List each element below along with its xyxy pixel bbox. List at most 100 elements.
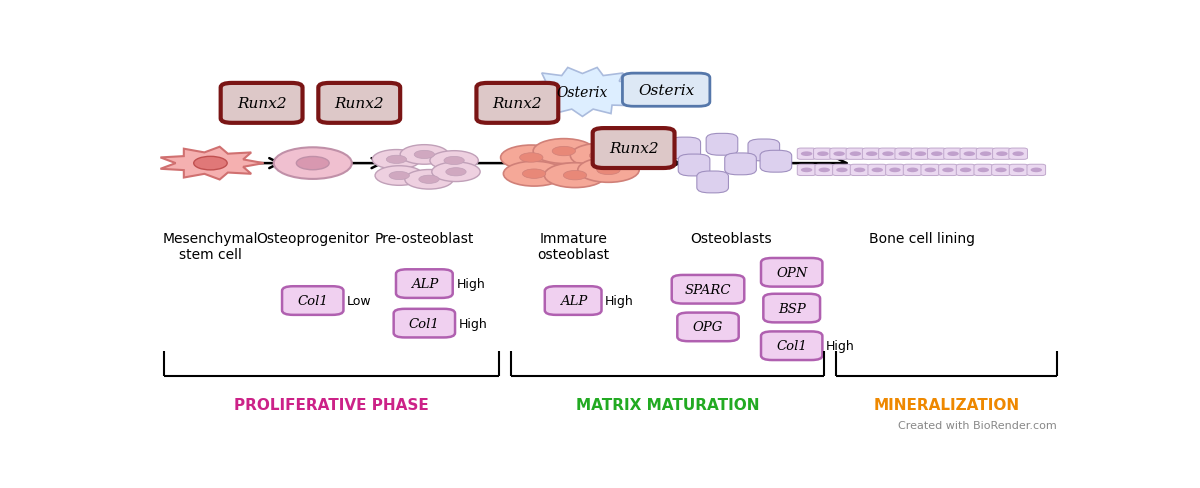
FancyBboxPatch shape xyxy=(815,165,834,176)
Text: Low: Low xyxy=(347,294,372,307)
Circle shape xyxy=(1013,168,1025,173)
FancyBboxPatch shape xyxy=(763,294,820,323)
Circle shape xyxy=(889,168,901,173)
Circle shape xyxy=(931,152,942,157)
FancyBboxPatch shape xyxy=(1027,165,1045,176)
FancyBboxPatch shape xyxy=(911,149,930,160)
FancyBboxPatch shape xyxy=(678,155,710,177)
Text: OPG: OPG xyxy=(692,321,724,334)
Circle shape xyxy=(444,157,464,165)
FancyBboxPatch shape xyxy=(1009,149,1027,160)
Circle shape xyxy=(800,168,812,173)
FancyBboxPatch shape xyxy=(760,151,792,173)
FancyBboxPatch shape xyxy=(833,165,851,176)
Circle shape xyxy=(563,171,587,181)
Circle shape xyxy=(414,151,434,159)
Text: Osterix: Osterix xyxy=(638,83,695,98)
Text: Col1: Col1 xyxy=(776,340,808,352)
Circle shape xyxy=(882,152,894,157)
FancyBboxPatch shape xyxy=(846,149,865,160)
FancyBboxPatch shape xyxy=(797,165,816,176)
FancyBboxPatch shape xyxy=(697,172,728,193)
Text: Runx2: Runx2 xyxy=(236,97,287,111)
FancyBboxPatch shape xyxy=(956,165,974,176)
FancyBboxPatch shape xyxy=(851,165,869,176)
Text: Col1: Col1 xyxy=(409,317,439,330)
Circle shape xyxy=(193,157,227,170)
Circle shape xyxy=(376,166,424,186)
Text: High: High xyxy=(458,317,487,330)
Text: MATRIX MATURATION: MATRIX MATURATION xyxy=(576,397,760,412)
Circle shape xyxy=(980,152,991,157)
Circle shape xyxy=(978,168,989,173)
Text: Osteoprogenitor: Osteoprogenitor xyxy=(256,231,370,245)
Circle shape xyxy=(942,168,954,173)
Text: High: High xyxy=(605,294,634,307)
Text: Runx2: Runx2 xyxy=(492,97,542,111)
FancyBboxPatch shape xyxy=(920,165,940,176)
FancyBboxPatch shape xyxy=(974,165,992,176)
FancyBboxPatch shape xyxy=(904,165,922,176)
Circle shape xyxy=(296,157,329,170)
Text: High: High xyxy=(826,340,854,352)
Polygon shape xyxy=(161,147,264,180)
FancyBboxPatch shape xyxy=(476,84,558,123)
Circle shape xyxy=(570,144,631,169)
Circle shape xyxy=(834,152,845,157)
Circle shape xyxy=(924,168,936,173)
FancyBboxPatch shape xyxy=(943,149,962,160)
Circle shape xyxy=(400,145,449,165)
Text: OPN: OPN xyxy=(776,266,808,279)
FancyBboxPatch shape xyxy=(938,165,958,176)
Circle shape xyxy=(552,147,576,157)
FancyBboxPatch shape xyxy=(672,275,744,304)
FancyBboxPatch shape xyxy=(668,138,701,160)
Circle shape xyxy=(545,163,606,188)
Text: Mesenchymal
stem cell: Mesenchymal stem cell xyxy=(163,231,258,262)
FancyBboxPatch shape xyxy=(878,149,898,160)
Circle shape xyxy=(520,153,542,163)
Circle shape xyxy=(850,152,862,157)
Circle shape xyxy=(1031,168,1042,173)
Text: BSP: BSP xyxy=(778,302,805,315)
FancyBboxPatch shape xyxy=(1009,165,1028,176)
FancyBboxPatch shape xyxy=(991,165,1010,176)
Circle shape xyxy=(372,150,421,170)
Circle shape xyxy=(504,162,565,187)
FancyBboxPatch shape xyxy=(863,149,881,160)
Circle shape xyxy=(899,152,910,157)
Text: High: High xyxy=(456,278,485,290)
Circle shape xyxy=(871,168,883,173)
Circle shape xyxy=(430,151,479,171)
FancyBboxPatch shape xyxy=(761,332,822,360)
Circle shape xyxy=(960,168,971,173)
Circle shape xyxy=(914,152,926,157)
Circle shape xyxy=(907,168,918,173)
Circle shape xyxy=(389,172,409,180)
Circle shape xyxy=(818,168,830,173)
Circle shape xyxy=(1013,152,1024,157)
Circle shape xyxy=(596,166,620,175)
Circle shape xyxy=(274,148,352,180)
Text: MINERALIZATION: MINERALIZATION xyxy=(874,397,1020,412)
FancyBboxPatch shape xyxy=(895,149,913,160)
FancyBboxPatch shape xyxy=(623,74,710,107)
Circle shape xyxy=(446,168,466,177)
Text: Runx2: Runx2 xyxy=(335,97,384,111)
FancyBboxPatch shape xyxy=(960,149,979,160)
FancyBboxPatch shape xyxy=(318,84,400,123)
FancyBboxPatch shape xyxy=(797,149,816,160)
FancyBboxPatch shape xyxy=(886,165,905,176)
FancyBboxPatch shape xyxy=(396,270,452,298)
FancyBboxPatch shape xyxy=(545,286,601,315)
Circle shape xyxy=(800,152,812,157)
FancyBboxPatch shape xyxy=(677,313,739,342)
Circle shape xyxy=(836,168,847,173)
FancyBboxPatch shape xyxy=(814,149,832,160)
Circle shape xyxy=(522,170,546,179)
FancyBboxPatch shape xyxy=(868,165,887,176)
Text: Osteoblasts: Osteoblasts xyxy=(690,231,772,245)
Text: Col1: Col1 xyxy=(298,294,328,307)
FancyBboxPatch shape xyxy=(221,84,302,123)
FancyBboxPatch shape xyxy=(593,129,674,169)
